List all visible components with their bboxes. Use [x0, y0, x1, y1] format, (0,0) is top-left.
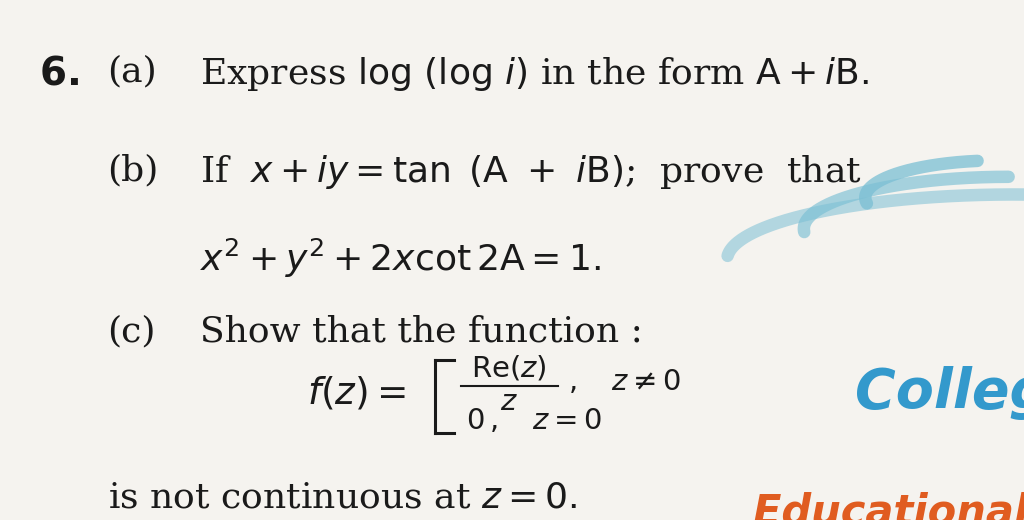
Text: $z$: $z$ [500, 388, 518, 417]
Text: $\mathbf{6.}$: $\mathbf{6.}$ [39, 55, 79, 93]
Text: $0\,,\quad z=0$: $0\,,\quad z=0$ [466, 407, 602, 435]
Text: $x^2+y^2+2x\cot 2\mathrm{A}=1.$: $x^2+y^2+2x\cot 2\mathrm{A}=1.$ [200, 237, 600, 280]
Text: Educational S: Educational S [753, 491, 1024, 520]
Text: $,\quad z\neq 0$: $,\quad z\neq 0$ [568, 368, 681, 396]
Text: If  $x+iy=\tan\ (\mathrm{A}\ +\ i\mathrm{B})$;  prove  that: If $x+iy=\tan\ (\mathrm{A}\ +\ i\mathrm{… [200, 153, 861, 191]
Text: Express $\log\,(\log\,i)$ in the form $\mathrm{A}+i\mathrm{B}.$: Express $\log\,(\log\,i)$ in the form $\… [200, 55, 868, 93]
Text: is not continuous at $z=0.$: is not continuous at $z=0.$ [108, 481, 577, 515]
Text: (a): (a) [108, 55, 158, 88]
Text: $f(z)=$: $f(z)=$ [307, 374, 407, 411]
Text: (c): (c) [108, 315, 156, 348]
Text: (b): (b) [108, 153, 159, 187]
Text: $\mathrm{Re}(z)$: $\mathrm{Re}(z)$ [471, 354, 547, 383]
Text: Colleg: Colleg [855, 366, 1024, 420]
Text: Show that the function :: Show that the function : [200, 315, 642, 348]
